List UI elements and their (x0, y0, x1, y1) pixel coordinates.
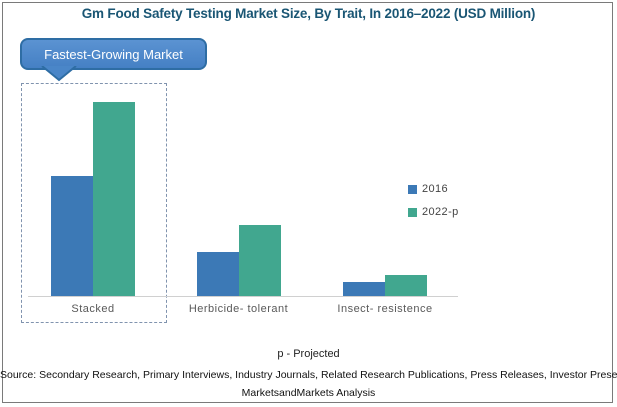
highlight-dashed-outline (21, 83, 167, 323)
category-label: Insect- resistence (337, 303, 433, 315)
chart-title: Gm Food Safety Testing Market Size, By T… (81, 6, 536, 21)
bar-2016-insect-resistence (343, 282, 385, 296)
bar-2022-p-herbicide-tolerant (238, 225, 281, 296)
x-axis-line (28, 296, 458, 297)
category-label: Herbicide- tolerant (188, 303, 289, 315)
legend-item-2022p: 2022-p (408, 206, 459, 218)
fastest-growing-callout: Fastest-Growing Market (20, 38, 207, 70)
callout-label: Fastest-Growing Market (44, 46, 183, 62)
bar-2022-p-stacked (93, 102, 135, 296)
source-text-line2: MarketsandMarkets Analysis (241, 387, 376, 399)
bar-2016-stacked (51, 176, 93, 296)
legend-label-2016: 2016 (422, 183, 449, 195)
legend-label-2022p: 2022-p (422, 206, 459, 218)
legend-swatch-2022p (408, 207, 417, 217)
bar-2022-p-insect-resistence (385, 275, 427, 296)
category-label: Stacked (71, 303, 115, 315)
legend-swatch-2016 (408, 184, 417, 194)
projected-footnote: p - Projected (277, 348, 340, 360)
legend: 2016 2022-p (408, 183, 459, 229)
bar-2016-herbicide-tolerant (196, 252, 239, 296)
source-text-line1: Source: Secondary Research, Primary Inte… (0, 369, 617, 381)
callout-tail-icon (41, 66, 77, 82)
figure-border (2, 2, 613, 403)
legend-item-2016: 2016 (408, 183, 459, 195)
